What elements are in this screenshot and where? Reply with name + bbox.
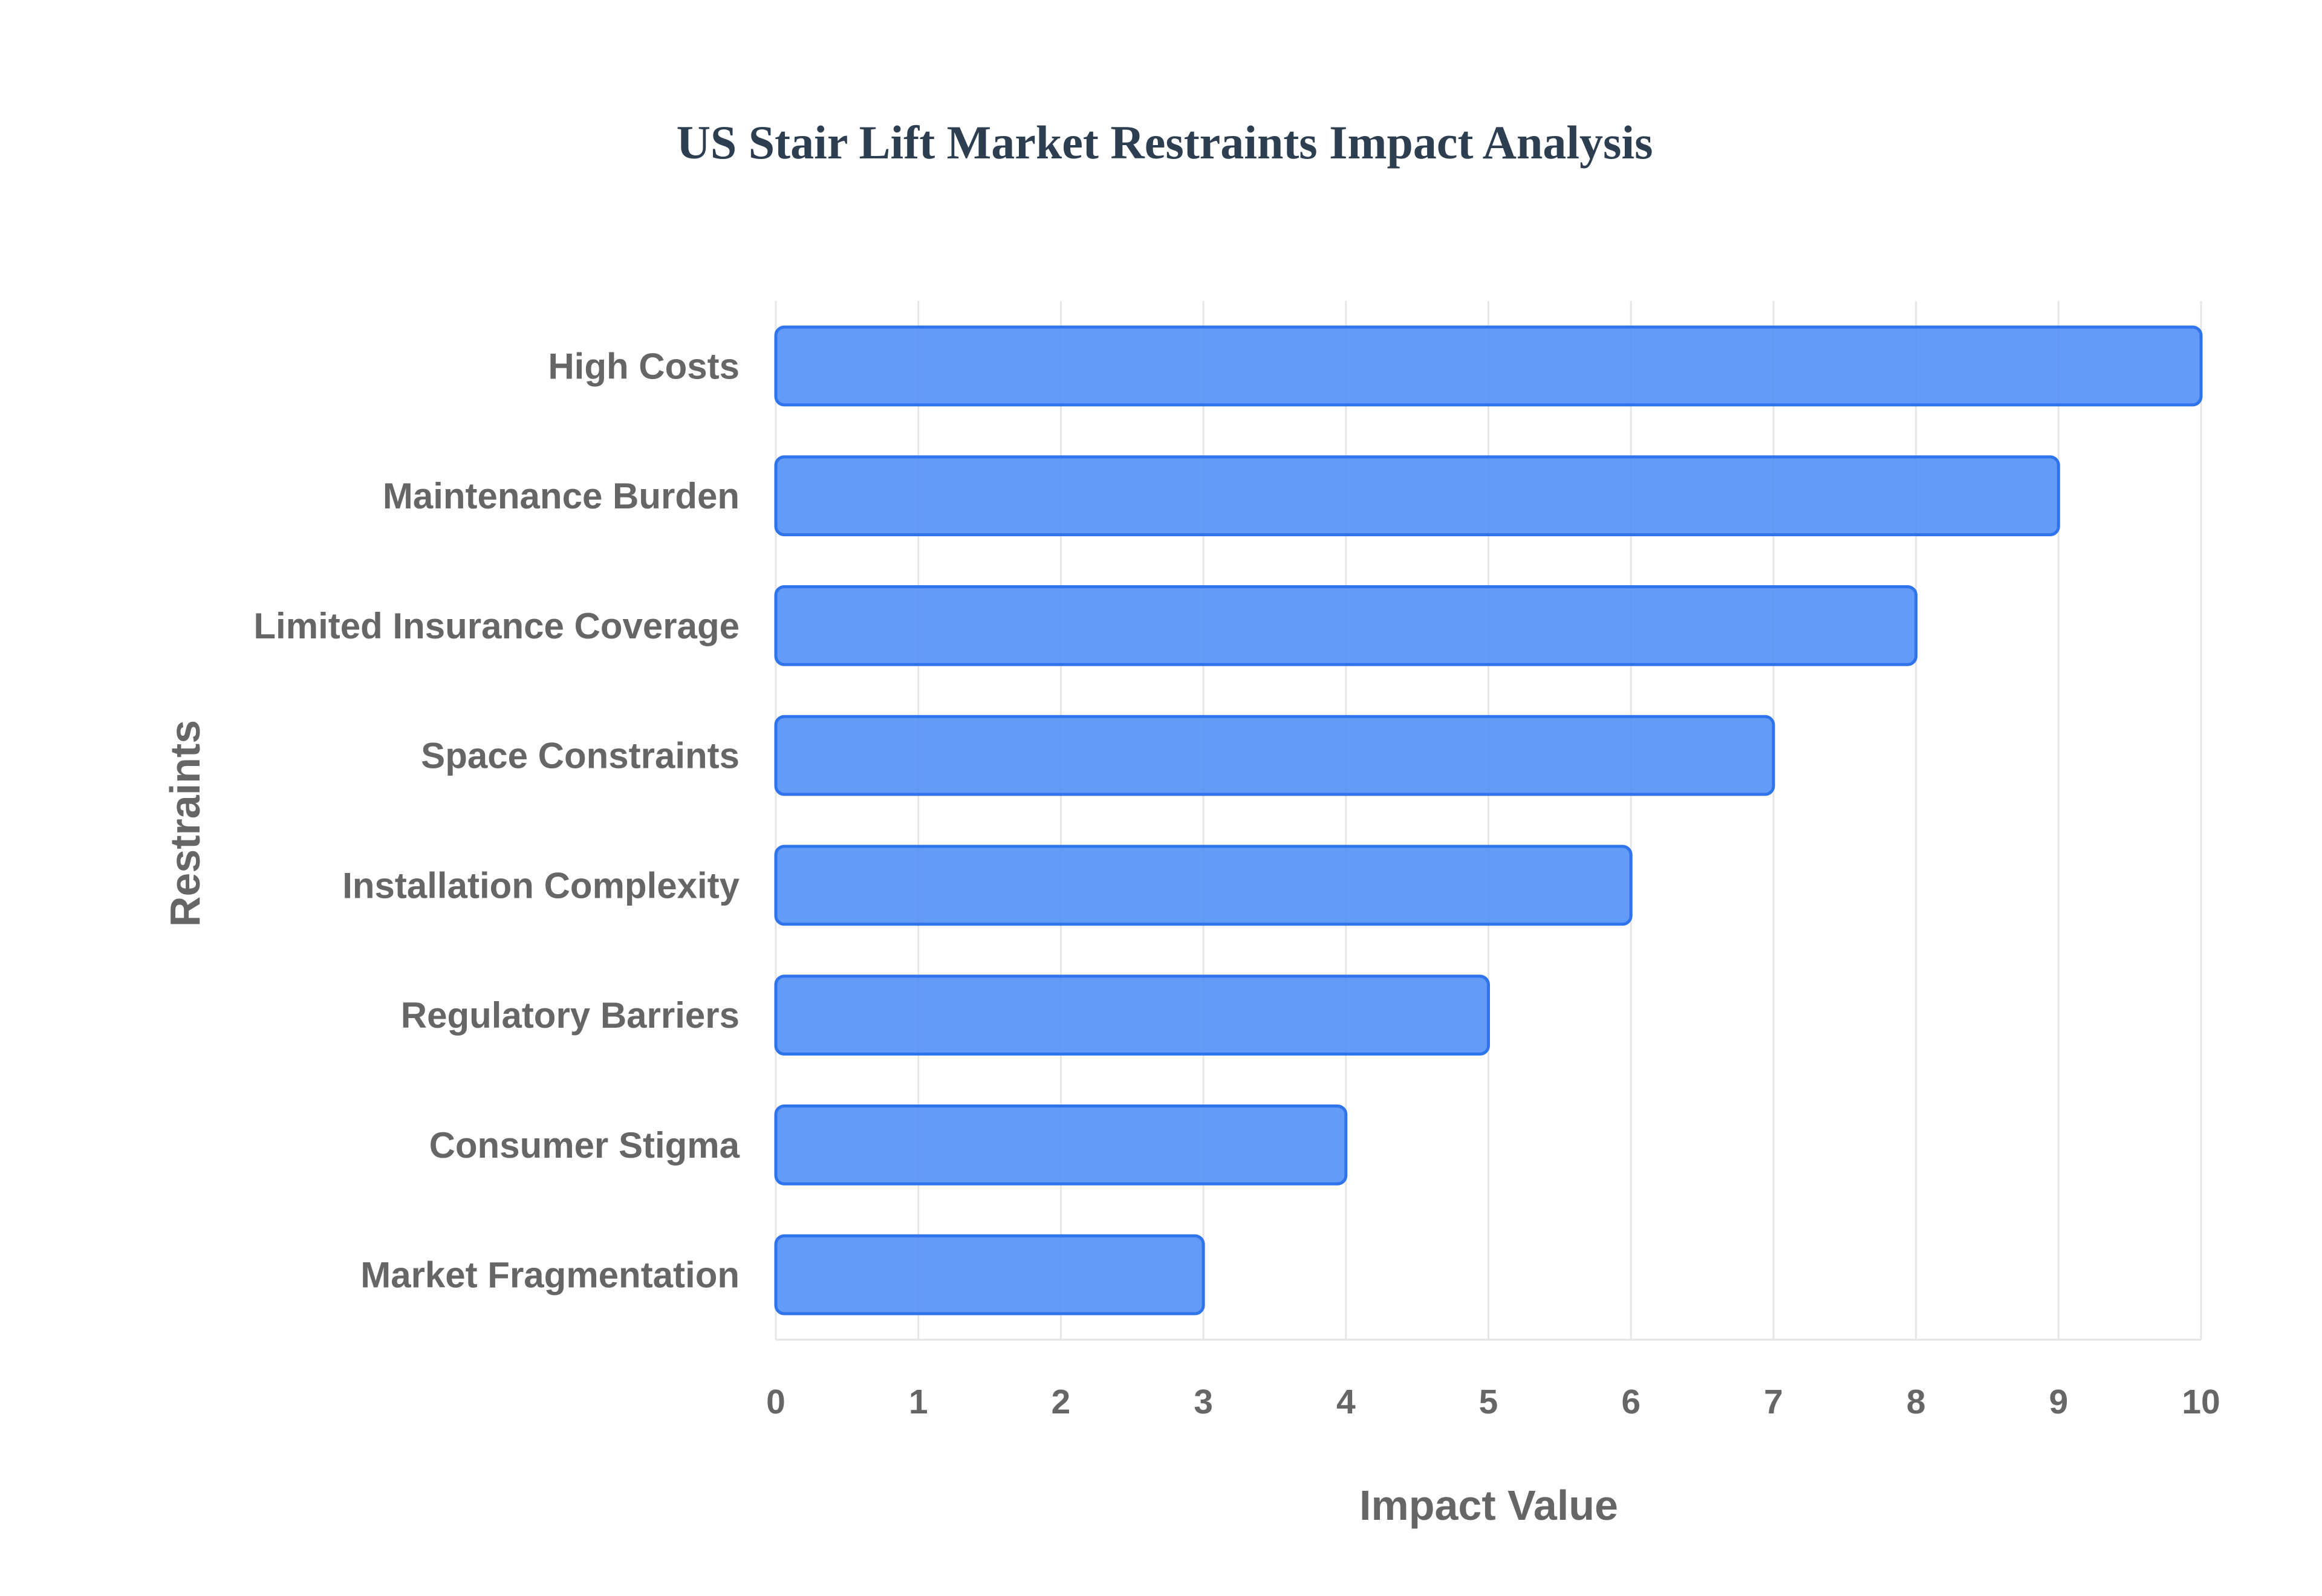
bar[interactable] xyxy=(774,455,2060,537)
category-label: High Costs xyxy=(548,346,740,386)
bar[interactable] xyxy=(774,975,1490,1056)
y-axis-title: Restraints xyxy=(161,720,209,927)
x-tick-label: 10 xyxy=(2182,1383,2220,1421)
category-label: Consumer Stigma xyxy=(429,1125,740,1166)
category-label: Limited Insurance Coverage xyxy=(253,606,740,646)
category-label: Installation Complexity xyxy=(342,865,740,906)
bar[interactable] xyxy=(774,1104,1348,1186)
x-tick-label: 7 xyxy=(1764,1383,1783,1421)
bar[interactable] xyxy=(774,845,1633,926)
category-label: Maintenance Burden xyxy=(383,476,740,516)
x-tick-label: 6 xyxy=(1621,1383,1641,1421)
x-tick-labels: 0 1 2 3 4 5 6 7 8 9 10 xyxy=(766,1383,2220,1421)
category-label: Regulatory Barriers xyxy=(401,995,740,1036)
x-tick-label: 0 xyxy=(766,1383,785,1421)
x-axis-title: Impact Value xyxy=(1359,1482,1618,1529)
chart-title: US Stair Lift Market Restraints Impact A… xyxy=(677,116,1653,169)
bar[interactable] xyxy=(774,715,1775,796)
x-tick-label: 2 xyxy=(1052,1383,1071,1421)
category-label: Market Fragmentation xyxy=(360,1255,740,1296)
bar[interactable] xyxy=(774,1234,1205,1315)
x-tick-label: 5 xyxy=(1479,1383,1498,1421)
x-tick-label: 9 xyxy=(2049,1383,2068,1421)
category-labels: High Costs Maintenance Burden Limited Insu… xyxy=(253,346,740,1295)
x-tick-label: 8 xyxy=(1907,1383,1926,1421)
bar[interactable] xyxy=(774,585,1918,666)
category-label: Space Constraints xyxy=(421,736,740,776)
x-tick-label: 4 xyxy=(1336,1383,1356,1421)
x-tick-label: 1 xyxy=(909,1383,928,1421)
bar[interactable] xyxy=(774,325,2203,407)
bars xyxy=(774,325,2203,1315)
x-tick-label: 3 xyxy=(1194,1383,1213,1421)
